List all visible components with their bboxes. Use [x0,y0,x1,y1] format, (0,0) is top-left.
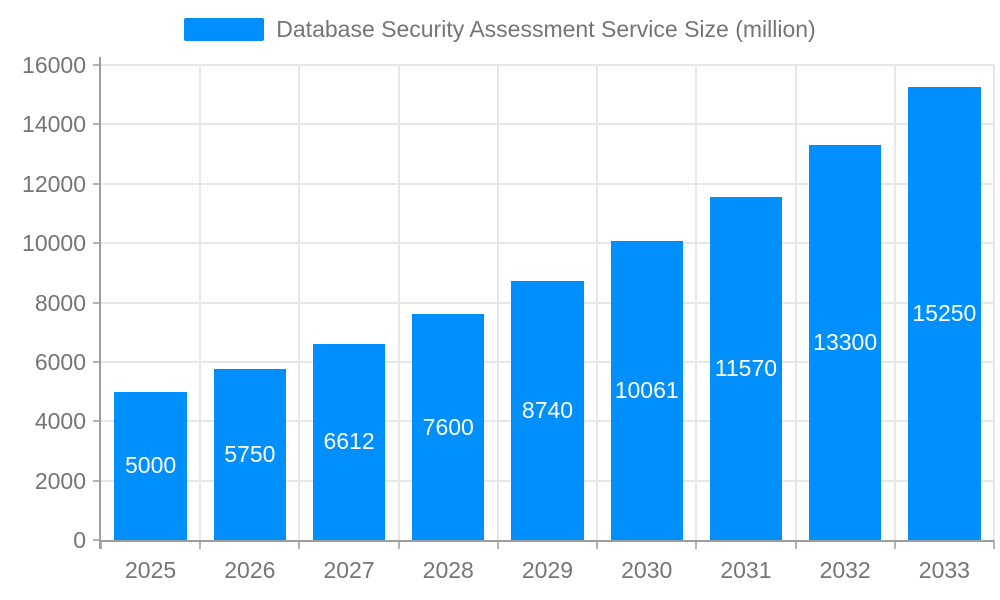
y-axis-label: 8000 [34,289,86,316]
x-axis-label: 2033 [918,557,970,583]
gridline-v [496,65,499,540]
y-axis-label: 16000 [22,52,86,78]
bar-value-label: 10061 [614,377,679,404]
y-axis-label: 0 [73,527,86,553]
gridline-v [596,65,599,540]
y-axis-label: 6000 [34,348,86,375]
x-axis-label: 2026 [224,557,276,583]
gridline-h [101,242,994,245]
bar[interactable]: 6612 [312,343,386,540]
x-axis-tick [397,540,400,549]
x-axis-label: 2029 [521,557,574,583]
x-axis-label: 2031 [720,557,772,583]
y-axis-label: 2000 [34,467,86,494]
gridline-h [101,182,994,185]
y-axis-label: 14000 [22,111,86,138]
y-axis-label: 10000 [22,230,86,257]
bar[interactable]: 10061 [610,241,683,540]
x-axis-line [101,540,994,542]
y-axis-tick [93,123,101,126]
gridline-v [893,65,896,540]
x-axis-tick [993,540,995,549]
bar-value-label: 7600 [422,413,474,440]
gridline-v [993,65,995,540]
y-axis-label: 4000 [34,408,86,435]
y-axis-tick [93,420,101,423]
x-axis-label: 2030 [621,557,673,583]
legend-swatch [184,18,265,41]
x-axis-tick [100,540,102,549]
y-axis-tick [93,64,101,66]
x-axis-tick [496,540,499,549]
x-axis-tick [695,540,698,549]
x-axis-tick [298,540,301,549]
bar-value-label: 13300 [813,329,878,356]
bar[interactable]: 8740 [511,280,584,540]
legend-label: Database Security Assessment Service Siz… [276,16,816,42]
gridline-v [298,65,301,540]
y-axis-tick [93,242,101,245]
y-axis-line [99,57,101,549]
y-axis-tick [93,539,101,541]
bar-value-label: 8740 [521,396,574,423]
x-axis-tick [794,540,797,549]
bar[interactable]: 13300 [808,145,882,540]
y-axis-label: 12000 [22,170,86,197]
bar-value-label: 5000 [125,452,177,479]
x-axis-tick [199,540,202,549]
gridline-h [101,64,994,66]
gridline-v [794,65,797,540]
bar-value-label: 11570 [714,354,778,381]
y-axis-tick [93,360,101,363]
bar[interactable]: 5000 [114,391,187,540]
bar-value-label: 6612 [323,428,375,455]
gridline-v [397,65,400,540]
gridline-h [101,123,994,126]
legend[interactable]: Database Security Assessment Service Siz… [0,16,1000,43]
y-axis-tick [93,301,101,304]
bar[interactable]: 7600 [412,314,485,540]
x-axis-label: 2032 [819,557,871,583]
gridline-v [695,65,698,540]
bar[interactable]: 11570 [709,196,783,540]
y-axis-tick [93,182,101,185]
bar-value-label: 5750 [224,441,276,468]
bar[interactable]: 5750 [213,369,287,540]
bar[interactable]: 15250 [908,87,981,540]
plot-area: 0 2000 4000 6000 8000 10000 12000 14000 16000 500… [22,52,995,583]
x-axis-tick [596,540,599,549]
x-axis-label: 2025 [125,557,177,583]
gridline-v [199,65,202,540]
x-axis-tick [893,540,896,549]
x-axis-label: 2028 [422,557,474,583]
bar-value-label: 15250 [912,300,977,327]
x-axis-label: 2027 [323,557,375,583]
y-axis-tick [93,479,101,482]
